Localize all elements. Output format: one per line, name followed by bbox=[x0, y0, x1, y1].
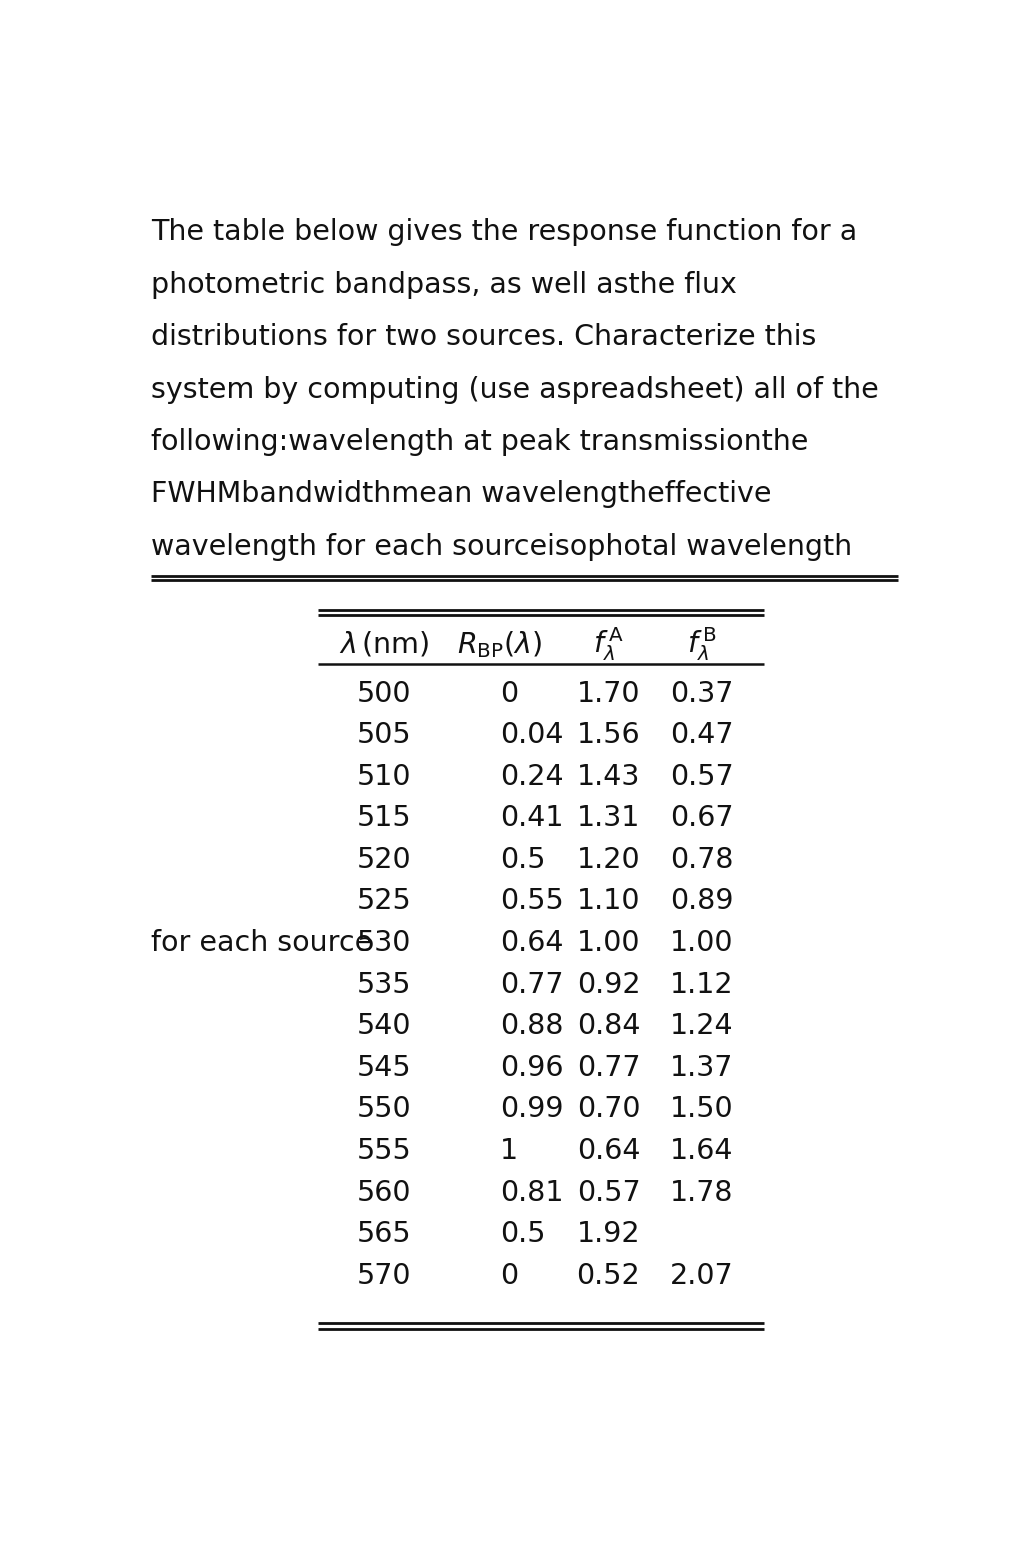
Text: The table below gives the response function for a: The table below gives the response funct… bbox=[152, 219, 857, 247]
Text: 510: 510 bbox=[356, 763, 411, 791]
Text: following:wavelength at peak transmissionthe: following:wavelength at peak transmissio… bbox=[152, 428, 809, 456]
Text: 2.07: 2.07 bbox=[670, 1261, 733, 1290]
Text: 0.64: 0.64 bbox=[500, 929, 563, 957]
Text: 0.37: 0.37 bbox=[670, 679, 733, 707]
Text: $f_{\lambda}^{\,\mathrm{A}}$: $f_{\lambda}^{\,\mathrm{A}}$ bbox=[593, 625, 624, 664]
Text: 0.41: 0.41 bbox=[500, 805, 563, 833]
Text: 515: 515 bbox=[356, 805, 411, 833]
Text: $f_{\lambda}^{\,\mathrm{B}}$: $f_{\lambda}^{\,\mathrm{B}}$ bbox=[687, 625, 717, 664]
Text: 0.57: 0.57 bbox=[577, 1179, 640, 1207]
Text: 0.88: 0.88 bbox=[500, 1013, 563, 1041]
Text: 1.10: 1.10 bbox=[577, 887, 640, 915]
Text: 1.24: 1.24 bbox=[670, 1013, 733, 1041]
Text: 500: 500 bbox=[356, 679, 411, 707]
Text: 525: 525 bbox=[356, 887, 411, 915]
Text: 1.00: 1.00 bbox=[670, 929, 733, 957]
Text: FWHMbandwidthmean wavelengtheffective: FWHMbandwidthmean wavelengtheffective bbox=[152, 481, 772, 509]
Text: 540: 540 bbox=[356, 1013, 411, 1041]
Text: 535: 535 bbox=[356, 971, 411, 999]
Text: wavelength for each sourceisophotal wavelength: wavelength for each sourceisophotal wave… bbox=[152, 532, 852, 560]
Text: 530: 530 bbox=[356, 929, 411, 957]
Text: 545: 545 bbox=[356, 1053, 411, 1081]
Text: 1.20: 1.20 bbox=[577, 845, 640, 873]
Text: 0.81: 0.81 bbox=[500, 1179, 563, 1207]
Text: 0.77: 0.77 bbox=[500, 971, 563, 999]
Text: 1.56: 1.56 bbox=[577, 721, 640, 749]
Text: 0.70: 0.70 bbox=[577, 1095, 640, 1123]
Text: 565: 565 bbox=[356, 1221, 411, 1249]
Text: $R_{\mathrm{BP}}(\lambda)$: $R_{\mathrm{BP}}(\lambda)$ bbox=[458, 628, 543, 659]
Text: 550: 550 bbox=[356, 1095, 411, 1123]
Text: 0.04: 0.04 bbox=[500, 721, 563, 749]
Text: 1: 1 bbox=[500, 1137, 518, 1165]
Text: 1.43: 1.43 bbox=[577, 763, 640, 791]
Text: 0.47: 0.47 bbox=[670, 721, 733, 749]
Text: 0: 0 bbox=[500, 1261, 518, 1290]
Text: 1.78: 1.78 bbox=[670, 1179, 733, 1207]
Text: 0.5: 0.5 bbox=[500, 1221, 546, 1249]
Text: 1.37: 1.37 bbox=[670, 1053, 733, 1081]
Text: 0.77: 0.77 bbox=[577, 1053, 640, 1081]
Text: $\lambda\,(\mathrm{nm})$: $\lambda\,(\mathrm{nm})$ bbox=[339, 630, 429, 659]
Text: 0.57: 0.57 bbox=[670, 763, 733, 791]
Text: 0.64: 0.64 bbox=[577, 1137, 640, 1165]
Text: 1.00: 1.00 bbox=[577, 929, 640, 957]
Text: 0.24: 0.24 bbox=[500, 763, 563, 791]
Text: 0: 0 bbox=[500, 679, 518, 707]
Text: for each source: for each source bbox=[152, 929, 373, 957]
Text: system by computing (use aspreadsheet) all of the: system by computing (use aspreadsheet) a… bbox=[152, 375, 879, 403]
Text: 0.84: 0.84 bbox=[577, 1013, 640, 1041]
Text: 520: 520 bbox=[356, 845, 411, 873]
Text: 0.78: 0.78 bbox=[670, 845, 733, 873]
Text: 1.50: 1.50 bbox=[670, 1095, 733, 1123]
Text: 1.70: 1.70 bbox=[577, 679, 640, 707]
Text: 1.12: 1.12 bbox=[670, 971, 733, 999]
Text: 0.55: 0.55 bbox=[500, 887, 564, 915]
Text: 1.92: 1.92 bbox=[577, 1221, 640, 1249]
Text: 570: 570 bbox=[356, 1261, 411, 1290]
Text: 0.89: 0.89 bbox=[670, 887, 733, 915]
Text: 1.31: 1.31 bbox=[577, 805, 640, 833]
Text: 555: 555 bbox=[356, 1137, 411, 1165]
Text: 1.64: 1.64 bbox=[670, 1137, 733, 1165]
Text: 0.67: 0.67 bbox=[670, 805, 733, 833]
Text: 505: 505 bbox=[356, 721, 411, 749]
Text: 0.96: 0.96 bbox=[500, 1053, 563, 1081]
Text: 0.99: 0.99 bbox=[500, 1095, 563, 1123]
Text: distributions for two sources. Characterize this: distributions for two sources. Character… bbox=[152, 323, 816, 351]
Text: 0.92: 0.92 bbox=[577, 971, 640, 999]
Text: 560: 560 bbox=[356, 1179, 411, 1207]
Text: 0.5: 0.5 bbox=[500, 845, 546, 873]
Text: 0.52: 0.52 bbox=[577, 1261, 640, 1290]
Text: photometric bandpass, as well asthe flux: photometric bandpass, as well asthe flux bbox=[152, 271, 737, 299]
